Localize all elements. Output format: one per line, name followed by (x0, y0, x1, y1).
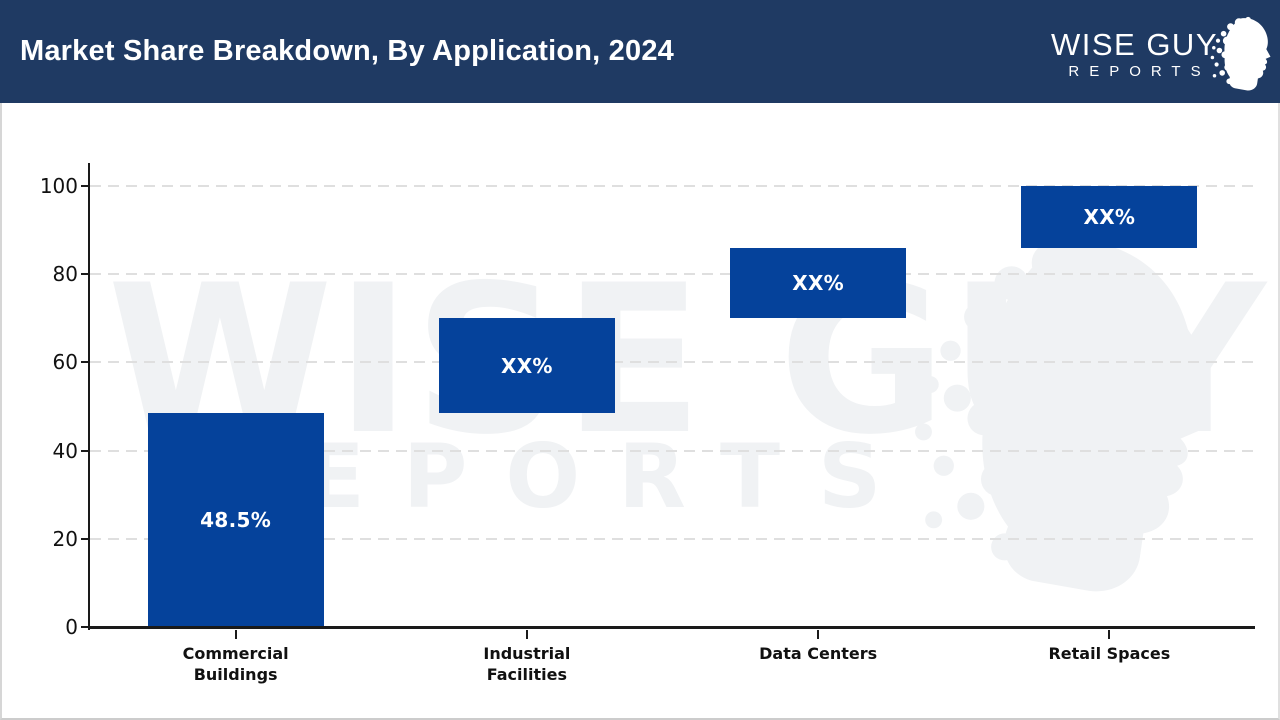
header-bar: Market Share Breakdown, By Application, … (0, 0, 1280, 103)
x-tick-label: Data Centers (759, 644, 878, 663)
bar-segment: XX% (438, 318, 615, 414)
x-tick-mark (1108, 630, 1111, 639)
chart-area: WISE GUY REPORTS 0 20 40 60 80 100 48.5% XX% XX%… (0, 103, 1280, 720)
y-tick-mark (81, 449, 90, 452)
y-tick-label: 20 (52, 526, 78, 551)
x-tick-mark (234, 630, 237, 639)
bar-segment: XX% (730, 247, 907, 319)
x-tick-label: Commercial Buildings (182, 644, 289, 684)
x-tick-label: Retail Spaces (1048, 644, 1171, 663)
x-tick-label: Industrial Facilities (483, 644, 571, 684)
page-title: Market Share Breakdown, By Application, … (20, 35, 674, 67)
y-tick-mark (81, 537, 90, 540)
bar-value-label: XX% (792, 271, 845, 295)
gridline-100 (90, 185, 1255, 187)
y-tick-mark (81, 273, 90, 276)
bar-value-label: XX% (500, 353, 553, 378)
x-tick-mark (817, 630, 820, 639)
brand-logo: WISE GUY REPORTS (1051, 8, 1274, 100)
y-tick-label: 0 (65, 615, 78, 639)
gridline-60 (90, 361, 1255, 364)
bar-segment: 48.5% (147, 413, 324, 627)
wiseguy-head-icon (1210, 16, 1271, 91)
gridline-80 (90, 273, 1255, 276)
y-tick-label: 40 (52, 438, 78, 463)
y-tick-mark (81, 185, 90, 187)
logo-wiseguy-text: WISE GUY (1050, 26, 1218, 62)
y-tick-label: 80 (52, 262, 78, 287)
gridline-40 (90, 449, 1255, 452)
y-axis-line (88, 163, 90, 630)
y-tick-label: 60 (52, 350, 78, 375)
bar-segment: XX% (1021, 186, 1198, 248)
bar-value-label: XX% (1083, 204, 1136, 229)
y-tick-mark (81, 626, 90, 628)
x-tick-mark (525, 630, 528, 639)
y-tick-label: 100 (39, 174, 78, 198)
gridline-20 (90, 537, 1255, 540)
logo-wordmark: WISE GUY REPORTS (1050, 26, 1218, 81)
y-tick-mark (81, 361, 90, 364)
x-axis-line (88, 626, 1255, 629)
plot-area: 0 20 40 60 80 100 48.5% XX% XX% XX% Commercial Bui… (2, 103, 1278, 718)
bar-value-label: 48.5% (200, 508, 272, 533)
watermark-head-icon (915, 235, 1205, 592)
logo-reports-text: REPORTS (1068, 62, 1211, 80)
